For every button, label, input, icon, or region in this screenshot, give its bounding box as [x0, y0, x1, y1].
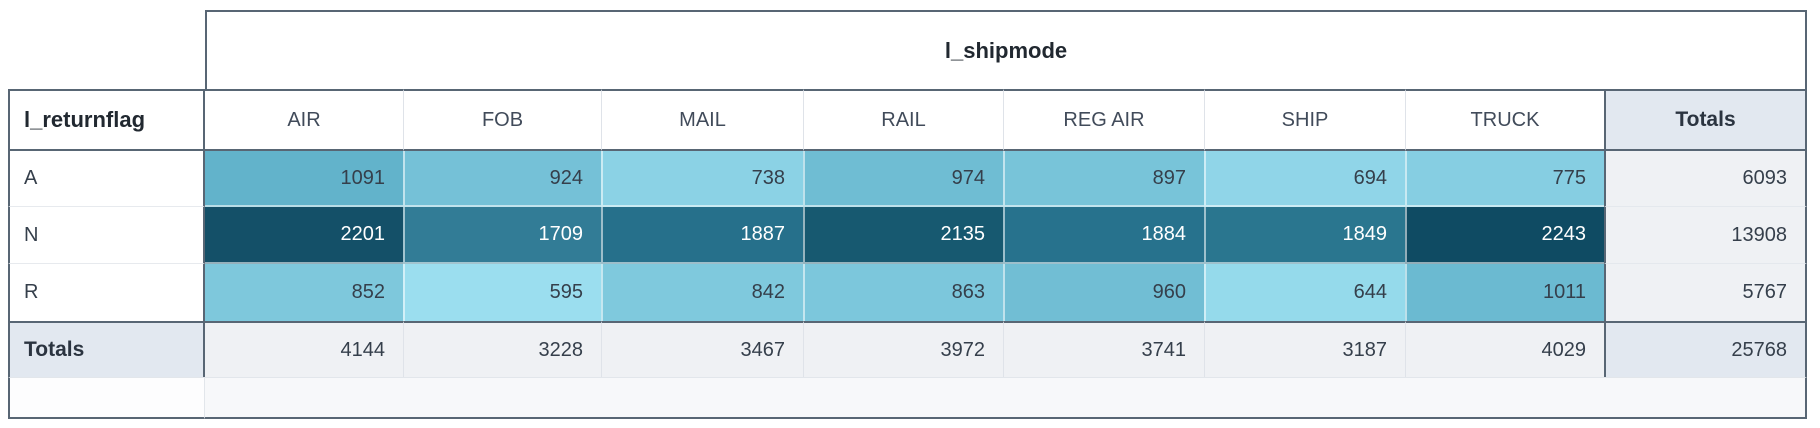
column-total-cell[interactable]: 4144: [205, 321, 403, 377]
heatmap-cell[interactable]: 2201: [205, 207, 403, 264]
heatmap-cell[interactable]: 974: [803, 151, 1003, 207]
row-label-a[interactable]: A: [8, 151, 205, 207]
column-dimension-title: l_shipmode: [205, 10, 1807, 89]
heatmap-cell[interactable]: 897: [1003, 151, 1204, 207]
heatmap-cell[interactable]: 2243: [1405, 207, 1604, 264]
heatmap-cell[interactable]: 2135: [803, 207, 1003, 264]
heatmap-cell[interactable]: 924: [403, 151, 601, 207]
footer-strip-row: [8, 377, 1807, 419]
column-header-reg-air[interactable]: REG AIR: [1003, 89, 1204, 151]
corner-spacer: [8, 10, 205, 89]
heatmap-cell[interactable]: 595: [403, 264, 601, 321]
heatmap-cell[interactable]: 1887: [601, 207, 803, 264]
heatmap-cell[interactable]: 1091: [205, 151, 403, 207]
row-label-n[interactable]: N: [8, 207, 205, 264]
heatmap-cell[interactable]: 960: [1003, 264, 1204, 321]
column-total-cell[interactable]: 3187: [1204, 321, 1405, 377]
table-row: N 2201 1709 1887 2135 1884 1849 2243 139…: [8, 207, 1807, 264]
heatmap-cell[interactable]: 842: [601, 264, 803, 321]
pivot-table: l_shipmode l_returnflag AIR FOB MAIL RAI…: [8, 10, 1807, 419]
pivot-table-grid: l_shipmode l_returnflag AIR FOB MAIL RAI…: [8, 10, 1807, 419]
column-header-mail[interactable]: MAIL: [601, 89, 803, 151]
grand-total-cell[interactable]: 25768: [1604, 321, 1807, 377]
column-totals-row-label[interactable]: Totals: [8, 321, 205, 377]
table-row: A 1091 924 738 974 897 694 775 6093: [8, 151, 1807, 207]
heatmap-cell[interactable]: 852: [205, 264, 403, 321]
heatmap-cell[interactable]: 644: [1204, 264, 1405, 321]
row-totals-column-header[interactable]: Totals: [1604, 89, 1807, 151]
heatmap-cell[interactable]: 863: [803, 264, 1003, 321]
footer-strip-label-area: [8, 377, 205, 419]
column-header-rail[interactable]: RAIL: [803, 89, 1003, 151]
column-totals-row: Totals 4144 3228 3467 3972 3741 3187 402…: [8, 321, 1807, 377]
column-total-cell[interactable]: 3467: [601, 321, 803, 377]
row-total-cell[interactable]: 5767: [1604, 264, 1807, 321]
heatmap-cell[interactable]: 694: [1204, 151, 1405, 207]
row-total-cell[interactable]: 6093: [1604, 151, 1807, 207]
heatmap-cell[interactable]: 1849: [1204, 207, 1405, 264]
column-total-cell[interactable]: 4029: [1405, 321, 1604, 377]
column-header-truck[interactable]: TRUCK: [1405, 89, 1604, 151]
heatmap-cell[interactable]: 775: [1405, 151, 1604, 207]
heatmap-cell[interactable]: 738: [601, 151, 803, 207]
column-header-air[interactable]: AIR: [205, 89, 403, 151]
column-total-cell[interactable]: 3228: [403, 321, 601, 377]
row-dimension-title: l_returnflag: [8, 89, 205, 151]
footer-strip: [205, 377, 1807, 419]
column-total-cell[interactable]: 3741: [1003, 321, 1204, 377]
column-header-ship[interactable]: SHIP: [1204, 89, 1405, 151]
heatmap-cell[interactable]: 1011: [1405, 264, 1604, 321]
row-label-r[interactable]: R: [8, 264, 205, 321]
row-total-cell[interactable]: 13908: [1604, 207, 1807, 264]
heatmap-cell[interactable]: 1709: [403, 207, 601, 264]
column-total-cell[interactable]: 3972: [803, 321, 1003, 377]
column-header-fob[interactable]: FOB: [403, 89, 601, 151]
heatmap-cell[interactable]: 1884: [1003, 207, 1204, 264]
table-row: R 852 595 842 863 960 644 1011 5767: [8, 264, 1807, 321]
